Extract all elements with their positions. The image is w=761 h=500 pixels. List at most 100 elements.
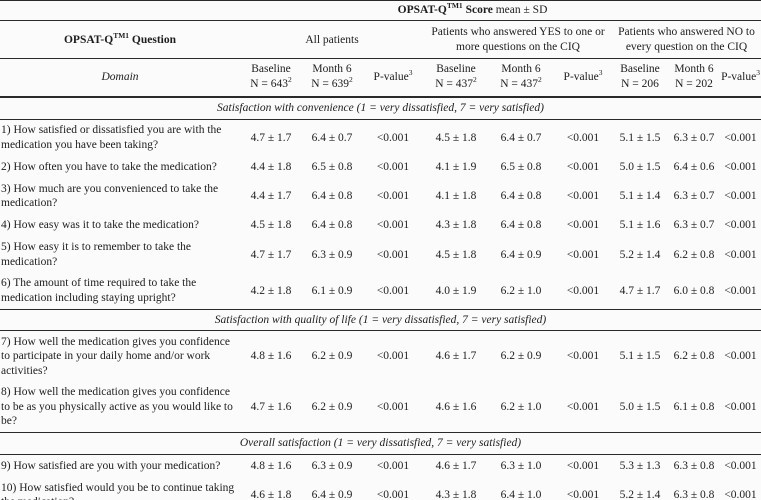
pvalue-cell: <0.001 (376, 190, 410, 203)
question-cell: 2) How often you have to take the medica… (1, 160, 217, 173)
section-header-row: Satisfaction with quality of life (1 = v… (0, 308, 761, 332)
value-cell: 4.7 ± 1.7 (250, 248, 292, 261)
table-row: 4) How easy was it to take the medicatio… (0, 214, 761, 236)
pvalue-cell: <0.001 (376, 131, 410, 144)
question-cell: 8) How well the medication gives you con… (1, 386, 233, 428)
section-header-row: Overall satisfaction (1 = very dissatisf… (0, 432, 761, 455)
pvalue-cell: <0.001 (724, 190, 757, 203)
value-cell: 6.4 ± 0.7 (311, 131, 353, 144)
section-title: Satisfaction with convenience (1 = very … (0, 96, 761, 120)
value-cell: 6.4 ± 0.7 (500, 131, 542, 144)
value-cell: 6.4 ± 1.0 (500, 488, 542, 500)
footnote-sup: 3 (756, 67, 760, 77)
score-header-row: OPSAT-QTM1 Score mean ± SD (0, 0, 761, 22)
value-cell: 6.3 ± 0.8 (673, 488, 715, 500)
table-row: 6) The amount of time required to take t… (0, 273, 761, 309)
value-cell: 6.3 ± 0.7 (673, 190, 715, 203)
footnote-sup: 2 (538, 75, 542, 85)
column-header-baseline-all: Baseline N = 6432 (240, 58, 302, 99)
value-cell: 6.4 ± 0.8 (311, 219, 353, 232)
section-header-row: Satisfaction with convenience (1 = very … (0, 96, 761, 120)
table-row: 2) How often you have to take the medica… (0, 156, 761, 178)
pvalue-cell: <0.001 (566, 248, 600, 261)
value-cell: 5.0 ± 1.5 (619, 160, 661, 173)
pvalue-cell: <0.001 (724, 284, 757, 297)
brand-name: OPSAT-Q (63, 33, 114, 46)
question-cell: 9) How satisfied are you with your medic… (1, 459, 221, 472)
value-cell: 6.3 ± 0.7 (673, 131, 715, 144)
value-cell: 4.0 ± 1.9 (435, 284, 477, 297)
pvalue-cell: <0.001 (566, 284, 600, 297)
value-cell: 6.4 ± 0.6 (673, 160, 715, 173)
table-row: 10) How satisfied would you be to contin… (0, 477, 761, 500)
group-header-no-ciq: Patients who answered NO to every questi… (612, 20, 761, 60)
value-cell: 6.2 ± 1.0 (500, 284, 542, 297)
value-cell: 6.1 ± 0.8 (673, 400, 715, 413)
value-cell: 5.3 ± 1.3 (619, 459, 661, 472)
value-cell: 4.1 ± 1.9 (435, 160, 477, 173)
pvalue-cell: <0.001 (724, 459, 757, 472)
question-cell: 10) How satisfied would you be to contin… (1, 481, 235, 500)
value-cell: 6.2 ± 1.0 (500, 400, 542, 413)
value-cell: 6.5 ± 0.8 (311, 160, 353, 173)
pvalue-cell: <0.001 (566, 488, 600, 500)
value-cell: 6.2 ± 0.8 (673, 248, 715, 261)
column-header-baseline-yes: Baseline N = 4372 (424, 58, 488, 99)
value-cell: 5.0 ± 1.5 (619, 400, 661, 413)
pvalue-cell: <0.001 (376, 488, 410, 500)
value-cell: 6.4 ± 0.8 (311, 190, 353, 203)
value-cell: 4.8 ± 1.6 (250, 459, 292, 472)
value-cell: 5.1 ± 1.6 (619, 219, 661, 232)
table-row: 9) How satisfied are you with your medic… (0, 454, 761, 477)
question-word: Question (131, 33, 177, 46)
pvalue-cell: <0.001 (376, 219, 410, 232)
value-cell: 4.5 ± 1.8 (435, 248, 477, 261)
value-cell: 4.2 ± 1.8 (250, 284, 292, 297)
value-cell: 4.6 ± 1.7 (435, 350, 477, 363)
pvalue-cell: <0.001 (724, 160, 757, 173)
value-cell: 4.7 ± 1.6 (250, 400, 292, 413)
table-body: Satisfaction with convenience (1 = very … (0, 96, 761, 500)
value-cell: 6.1 ± 0.9 (311, 284, 353, 297)
value-cell: 4.4 ± 1.8 (250, 160, 292, 173)
pvalue-cell: <0.001 (566, 131, 600, 144)
pvalue-cell: <0.001 (724, 248, 757, 261)
score-header: OPSAT-QTM1 Score mean ± SD (240, 0, 761, 22)
column-header-baseline-no: Baseline N = 206 (612, 58, 668, 99)
brand-name: OPSAT-Q (397, 4, 447, 16)
pvalue-cell: <0.001 (566, 160, 600, 173)
pvalue-cell: <0.001 (376, 284, 410, 297)
value-cell: 4.7 ± 1.7 (250, 131, 292, 144)
value-cell: 6.5 ± 0.8 (500, 160, 542, 173)
value-cell: 5.1 ± 1.4 (619, 190, 661, 203)
value-cell: 6.2 ± 0.8 (673, 350, 715, 363)
pvalue-cell: <0.001 (376, 160, 410, 173)
pvalue-cell: <0.001 (566, 219, 600, 232)
question-cell: 6) The amount of time required to take t… (1, 277, 197, 304)
footnote-sup: 3 (598, 67, 603, 77)
group-header-yes-ciq: Patients who answered YES to one or more… (424, 20, 612, 60)
value-cell: 6.2 ± 0.9 (311, 400, 353, 413)
value-cell: 4.3 ± 1.8 (435, 219, 477, 232)
value-cell: 5.1 ± 1.5 (619, 350, 661, 363)
value-cell: 6.2 ± 0.9 (311, 350, 353, 363)
footnote-sup: 3 (408, 67, 413, 77)
footnote-sup: 2 (288, 75, 292, 85)
value-cell: 6.4 ± 0.8 (500, 190, 542, 203)
trademark-footnote-sup: TM1 (113, 30, 130, 40)
pvalue-cell: <0.001 (566, 190, 600, 203)
section-title: Overall satisfaction (1 = very dissatisf… (0, 432, 761, 455)
table-row: 3) How much are you convenienced to take… (0, 178, 761, 214)
pvalue-cell: <0.001 (376, 350, 410, 363)
table-row: 5) How easy it is to remember to take th… (0, 237, 761, 273)
column-header-pvalue-yes: P-value3 (554, 58, 612, 99)
value-cell: 5.1 ± 1.5 (619, 131, 661, 144)
pvalue-cell: <0.001 (566, 350, 600, 363)
value-cell: 6.2 ± 0.9 (500, 350, 542, 363)
pvalue-cell: <0.001 (376, 459, 410, 472)
pvalue-cell: <0.001 (724, 131, 757, 144)
